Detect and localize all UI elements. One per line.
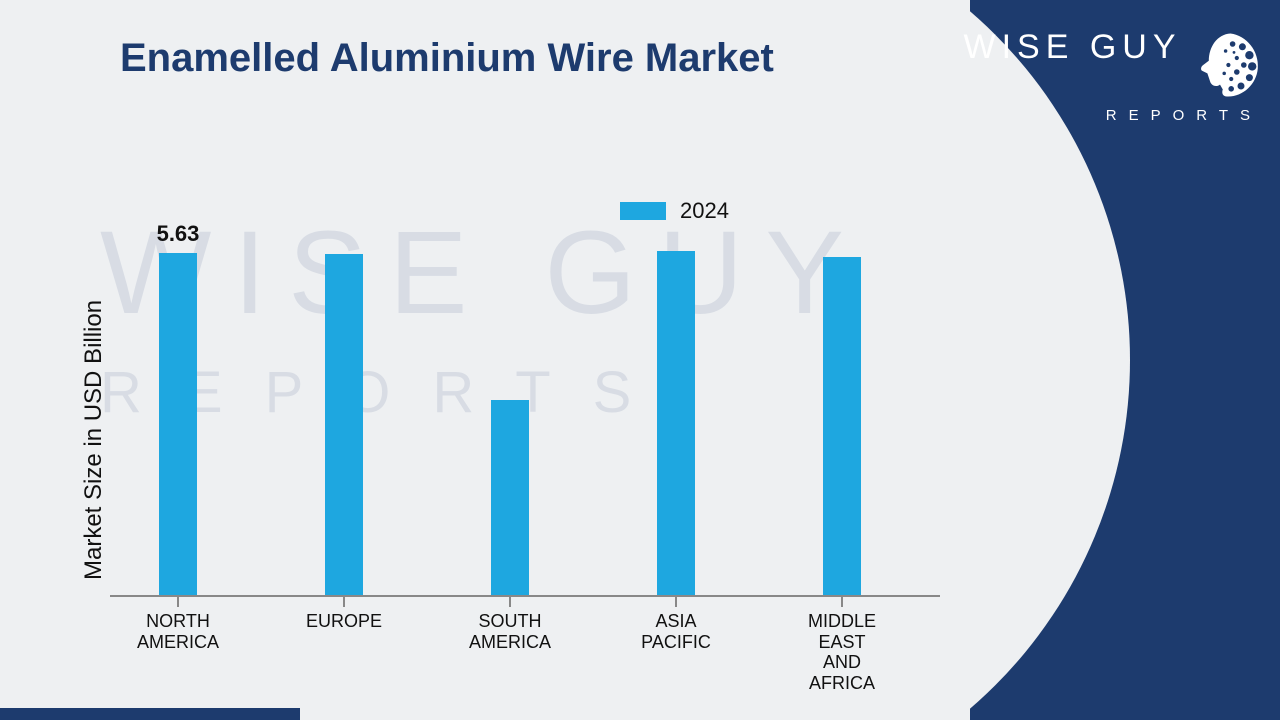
y-axis-label: Market Size in USD Billion <box>80 300 107 580</box>
x-axis-label: MIDDLE EAST AND AFRICA <box>767 611 917 694</box>
x-tick <box>509 597 511 607</box>
bar <box>325 254 363 595</box>
bar: 5.63 <box>159 253 197 595</box>
bar-value-label: 5.63 <box>157 221 200 247</box>
brand-logo: WISE GUY REPORTS <box>964 30 1262 124</box>
stage: WISE GUY REPORTS WISE GUY REPORTS <box>0 0 1280 720</box>
bar-chart: 5.63NORTH AMERICAEUROPESOUTH AMERICAASIA… <box>110 232 940 597</box>
bar <box>491 400 529 595</box>
x-tick <box>841 597 843 607</box>
x-axis-label: SOUTH AMERICA <box>435 611 585 652</box>
logo-head-icon <box>1192 30 1262 105</box>
bottom-accent-bar <box>0 708 300 720</box>
x-axis-label: ASIA PACIFIC <box>601 611 751 652</box>
logo-line1: WISE GUY <box>964 28 1182 66</box>
x-axis-label: NORTH AMERICA <box>103 611 253 652</box>
legend-swatch <box>620 202 666 220</box>
x-tick <box>177 597 179 607</box>
chart-title: Enamelled Aluminium Wire Market <box>120 36 774 81</box>
x-axis-label: EUROPE <box>269 611 419 632</box>
logo-line2: REPORTS <box>964 107 1262 124</box>
x-axis-baseline <box>110 595 940 597</box>
legend-label: 2024 <box>680 198 729 224</box>
x-tick <box>343 597 345 607</box>
x-tick <box>675 597 677 607</box>
bar <box>657 251 695 595</box>
legend: 2024 <box>620 198 729 224</box>
bar <box>823 257 861 595</box>
y-axis-label-wrap: Market Size in USD Billion <box>80 300 108 580</box>
